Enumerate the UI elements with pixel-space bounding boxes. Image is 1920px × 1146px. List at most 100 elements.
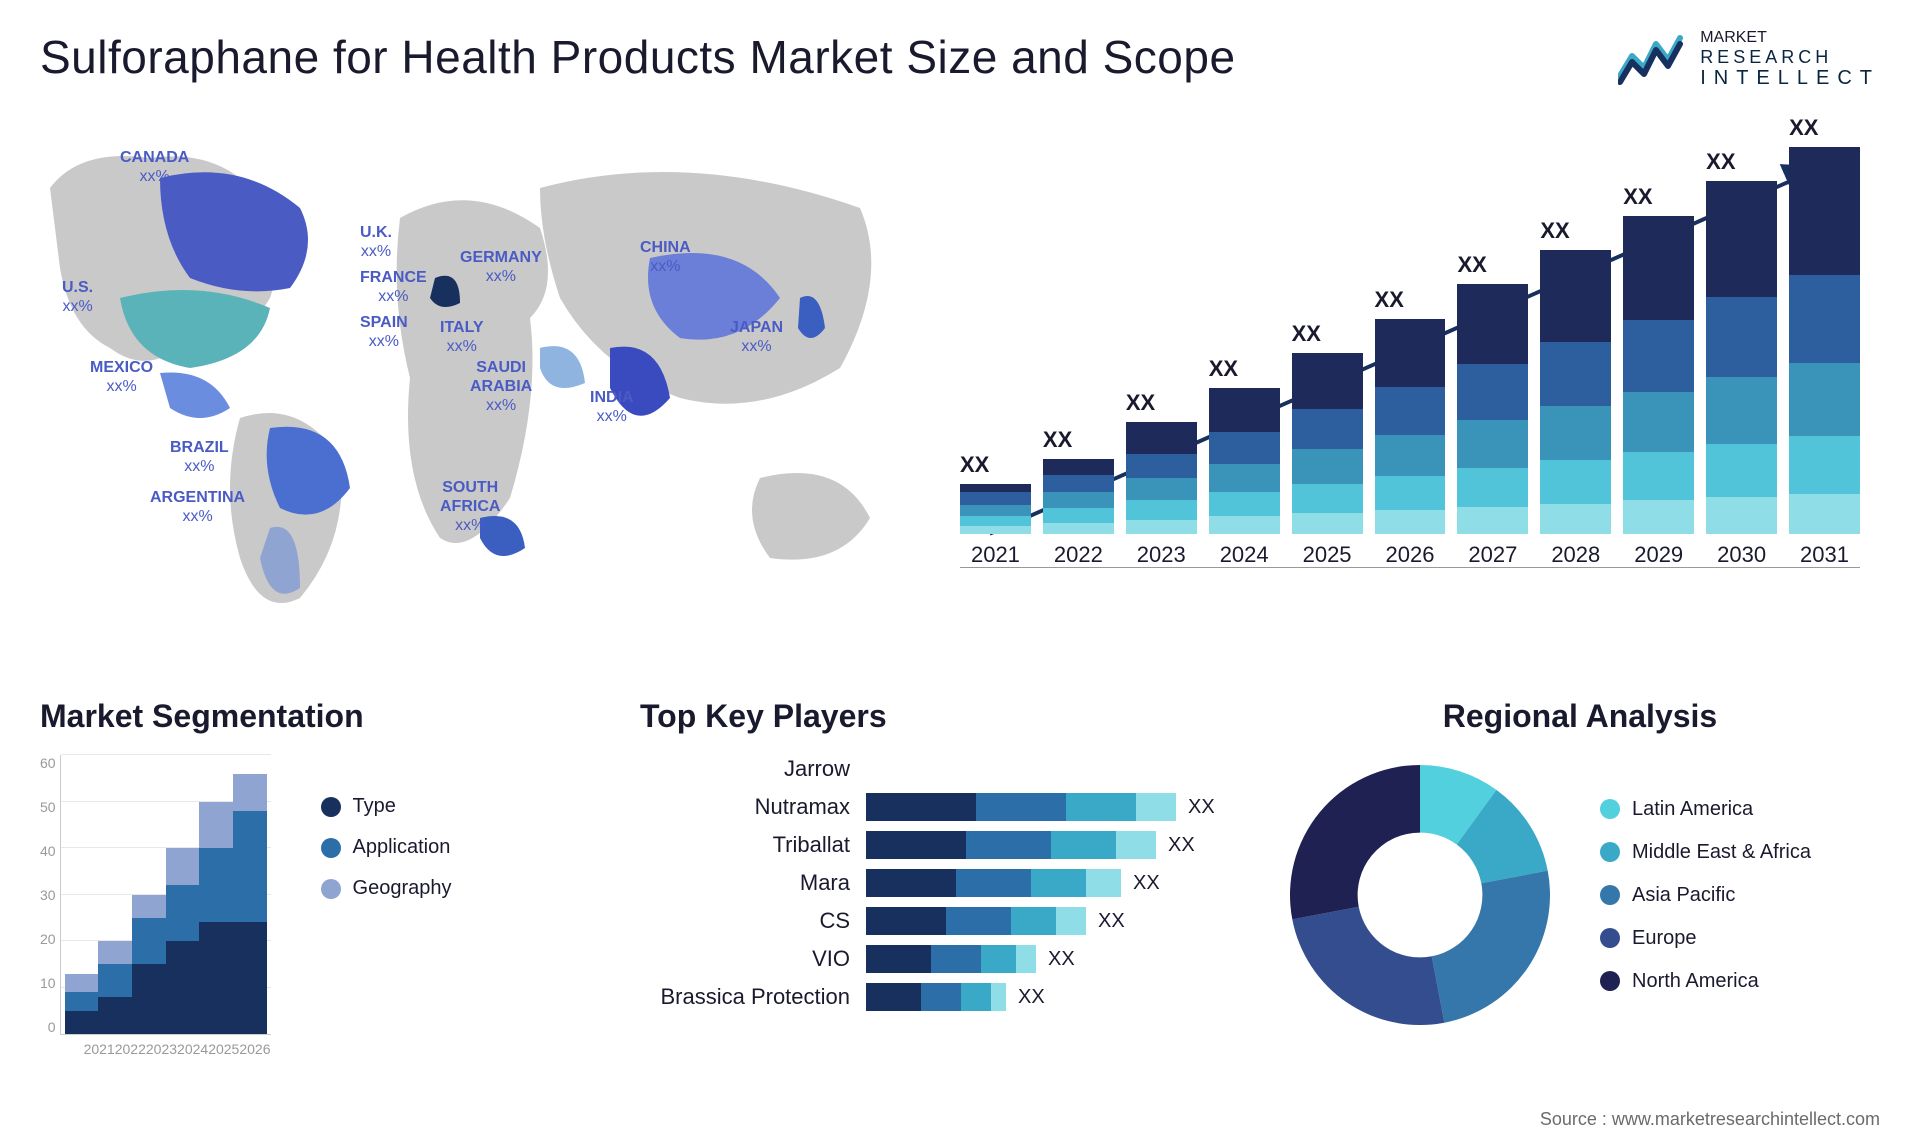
player-value: XX bbox=[1098, 910, 1125, 933]
main-bar-2022: XX2022 bbox=[1043, 459, 1114, 568]
main-bar-2024: XX2024 bbox=[1209, 388, 1280, 568]
player-row: NutramaxXX bbox=[640, 793, 1240, 821]
map-label-germany: GERMANYxx% bbox=[460, 248, 542, 286]
player-row: VIO XX bbox=[640, 945, 1240, 973]
main-bar-year: 2031 bbox=[1800, 542, 1849, 568]
seg-legend-item: Application bbox=[321, 836, 452, 859]
player-value: XX bbox=[1018, 986, 1045, 1009]
player-value: XX bbox=[1168, 834, 1195, 857]
region-legend-item: North America bbox=[1600, 970, 1811, 993]
map-label-china: CHINAxx% bbox=[640, 238, 691, 276]
map-label-italy: ITALYxx% bbox=[440, 318, 484, 356]
player-value: XX bbox=[1048, 948, 1075, 971]
region-legend-item: Middle East & Africa bbox=[1600, 841, 1811, 864]
region-legend-item: Asia Pacific bbox=[1600, 884, 1811, 907]
map-label-u-k-: U.K.xx% bbox=[360, 223, 392, 261]
map-label-argentina: ARGENTINAxx% bbox=[150, 488, 245, 526]
main-bar-year: 2027 bbox=[1468, 542, 1517, 568]
logo-line1: MARKET bbox=[1700, 30, 1880, 46]
main-bar-2027: XX2027 bbox=[1457, 284, 1528, 568]
player-name: VIO bbox=[640, 946, 850, 972]
seg-xlabel: 2023 bbox=[146, 1041, 177, 1057]
main-bar-value: XX bbox=[1375, 287, 1404, 313]
players-title: Top Key Players bbox=[640, 698, 1240, 735]
map-label-u-s-: U.S.xx% bbox=[62, 278, 93, 316]
player-name: CS bbox=[640, 908, 850, 934]
main-bar-value: XX bbox=[1540, 218, 1569, 244]
main-bar-year: 2021 bbox=[971, 542, 1020, 568]
main-bar-value: XX bbox=[1706, 149, 1735, 175]
player-name: Brassica Protection bbox=[640, 984, 850, 1010]
player-name: Jarrow bbox=[640, 756, 850, 782]
seg-xlabel: 2024 bbox=[177, 1041, 208, 1057]
main-bar-2021: XX2021 bbox=[960, 484, 1031, 568]
main-bar-year: 2023 bbox=[1137, 542, 1186, 568]
seg-bar-2024 bbox=[166, 848, 200, 1034]
map-label-japan: JAPANxx% bbox=[730, 318, 783, 356]
player-bar bbox=[866, 983, 1006, 1011]
main-bar-value: XX bbox=[1623, 184, 1652, 210]
main-bar-value: XX bbox=[1789, 115, 1818, 141]
seg-bar-2026 bbox=[233, 774, 267, 1034]
main-bar-year: 2026 bbox=[1386, 542, 1435, 568]
map-label-south-africa: SOUTHAFRICAxx% bbox=[440, 478, 500, 536]
map-label-saudi-arabia: SAUDIARABIAxx% bbox=[470, 358, 532, 416]
main-bar-value: XX bbox=[1457, 252, 1486, 278]
main-bar-2026: XX2026 bbox=[1375, 319, 1446, 568]
main-bar-year: 2025 bbox=[1303, 542, 1352, 568]
main-bar-year: 2028 bbox=[1551, 542, 1600, 568]
player-bar bbox=[866, 945, 1036, 973]
player-value: XX bbox=[1133, 872, 1160, 895]
region-legend-item: Europe bbox=[1600, 927, 1811, 950]
main-bar-2028: XX2028 bbox=[1540, 250, 1611, 568]
seg-ytick: 60 bbox=[40, 755, 56, 771]
seg-bar-2023 bbox=[132, 895, 166, 1035]
seg-xlabel: 2025 bbox=[208, 1041, 239, 1057]
map-label-mexico: MEXICOxx% bbox=[90, 358, 153, 396]
logo-line2: RESEARCH bbox=[1700, 48, 1880, 66]
player-name: Triballat bbox=[640, 832, 850, 858]
seg-ytick: 50 bbox=[40, 799, 56, 815]
brand-logo: MARKET RESEARCH INTELLECT bbox=[1618, 30, 1880, 88]
player-value: XX bbox=[1188, 796, 1215, 819]
main-bar-value: XX bbox=[1043, 427, 1072, 453]
main-bar-year: 2030 bbox=[1717, 542, 1766, 568]
seg-legend-item: Type bbox=[321, 795, 452, 818]
main-bar-2031: XX2031 bbox=[1789, 147, 1860, 568]
player-bar bbox=[866, 869, 1121, 897]
main-bar-2029: XX2029 bbox=[1623, 216, 1694, 568]
main-bar-value: XX bbox=[1126, 390, 1155, 416]
map-label-brazil: BRAZILxx% bbox=[170, 438, 229, 476]
seg-xlabel: 2026 bbox=[239, 1041, 270, 1057]
seg-bar-2022 bbox=[98, 941, 132, 1034]
main-bar-2025: XX2025 bbox=[1292, 353, 1363, 568]
main-bar-chart: XX2021XX2022XX2023XX2024XX2025XX2026XX20… bbox=[940, 118, 1880, 648]
player-row: MaraXX bbox=[640, 869, 1240, 897]
player-row: Brassica Protection XX bbox=[640, 983, 1240, 1011]
logo-line3: INTELLECT bbox=[1700, 68, 1880, 88]
player-row: CS XX bbox=[640, 907, 1240, 935]
player-row: Jarrow bbox=[640, 755, 1240, 783]
seg-bar-2025 bbox=[199, 802, 233, 1035]
regional-title: Regional Analysis bbox=[1280, 698, 1880, 735]
seg-ytick: 40 bbox=[40, 843, 56, 859]
map-label-canada: CANADAxx% bbox=[120, 148, 189, 186]
main-bar-2030: XX2030 bbox=[1706, 181, 1777, 568]
player-bar bbox=[866, 907, 1086, 935]
region-legend-item: Latin America bbox=[1600, 798, 1811, 821]
page-title: Sulforaphane for Health Products Market … bbox=[40, 30, 1236, 84]
map-label-india: INDIAxx% bbox=[590, 388, 634, 426]
seg-ytick: 30 bbox=[40, 887, 56, 903]
seg-xlabel: 2022 bbox=[115, 1041, 146, 1057]
player-bar bbox=[866, 831, 1156, 859]
seg-ytick: 20 bbox=[40, 931, 56, 947]
player-bar bbox=[866, 793, 1176, 821]
logo-mark-icon bbox=[1618, 32, 1688, 86]
seg-ytick: 0 bbox=[40, 1019, 56, 1035]
map-label-france: FRANCExx% bbox=[360, 268, 427, 306]
world-map: CANADAxx% U.S.xx% MEXICOxx% BRAZILxx% ARGENT… bbox=[40, 118, 910, 648]
main-bar-2023: XX2023 bbox=[1126, 422, 1197, 568]
main-bar-value: XX bbox=[1209, 356, 1238, 382]
source-text: Source : www.marketresearchintellect.com bbox=[1540, 1109, 1880, 1130]
main-bar-value: XX bbox=[960, 452, 989, 478]
